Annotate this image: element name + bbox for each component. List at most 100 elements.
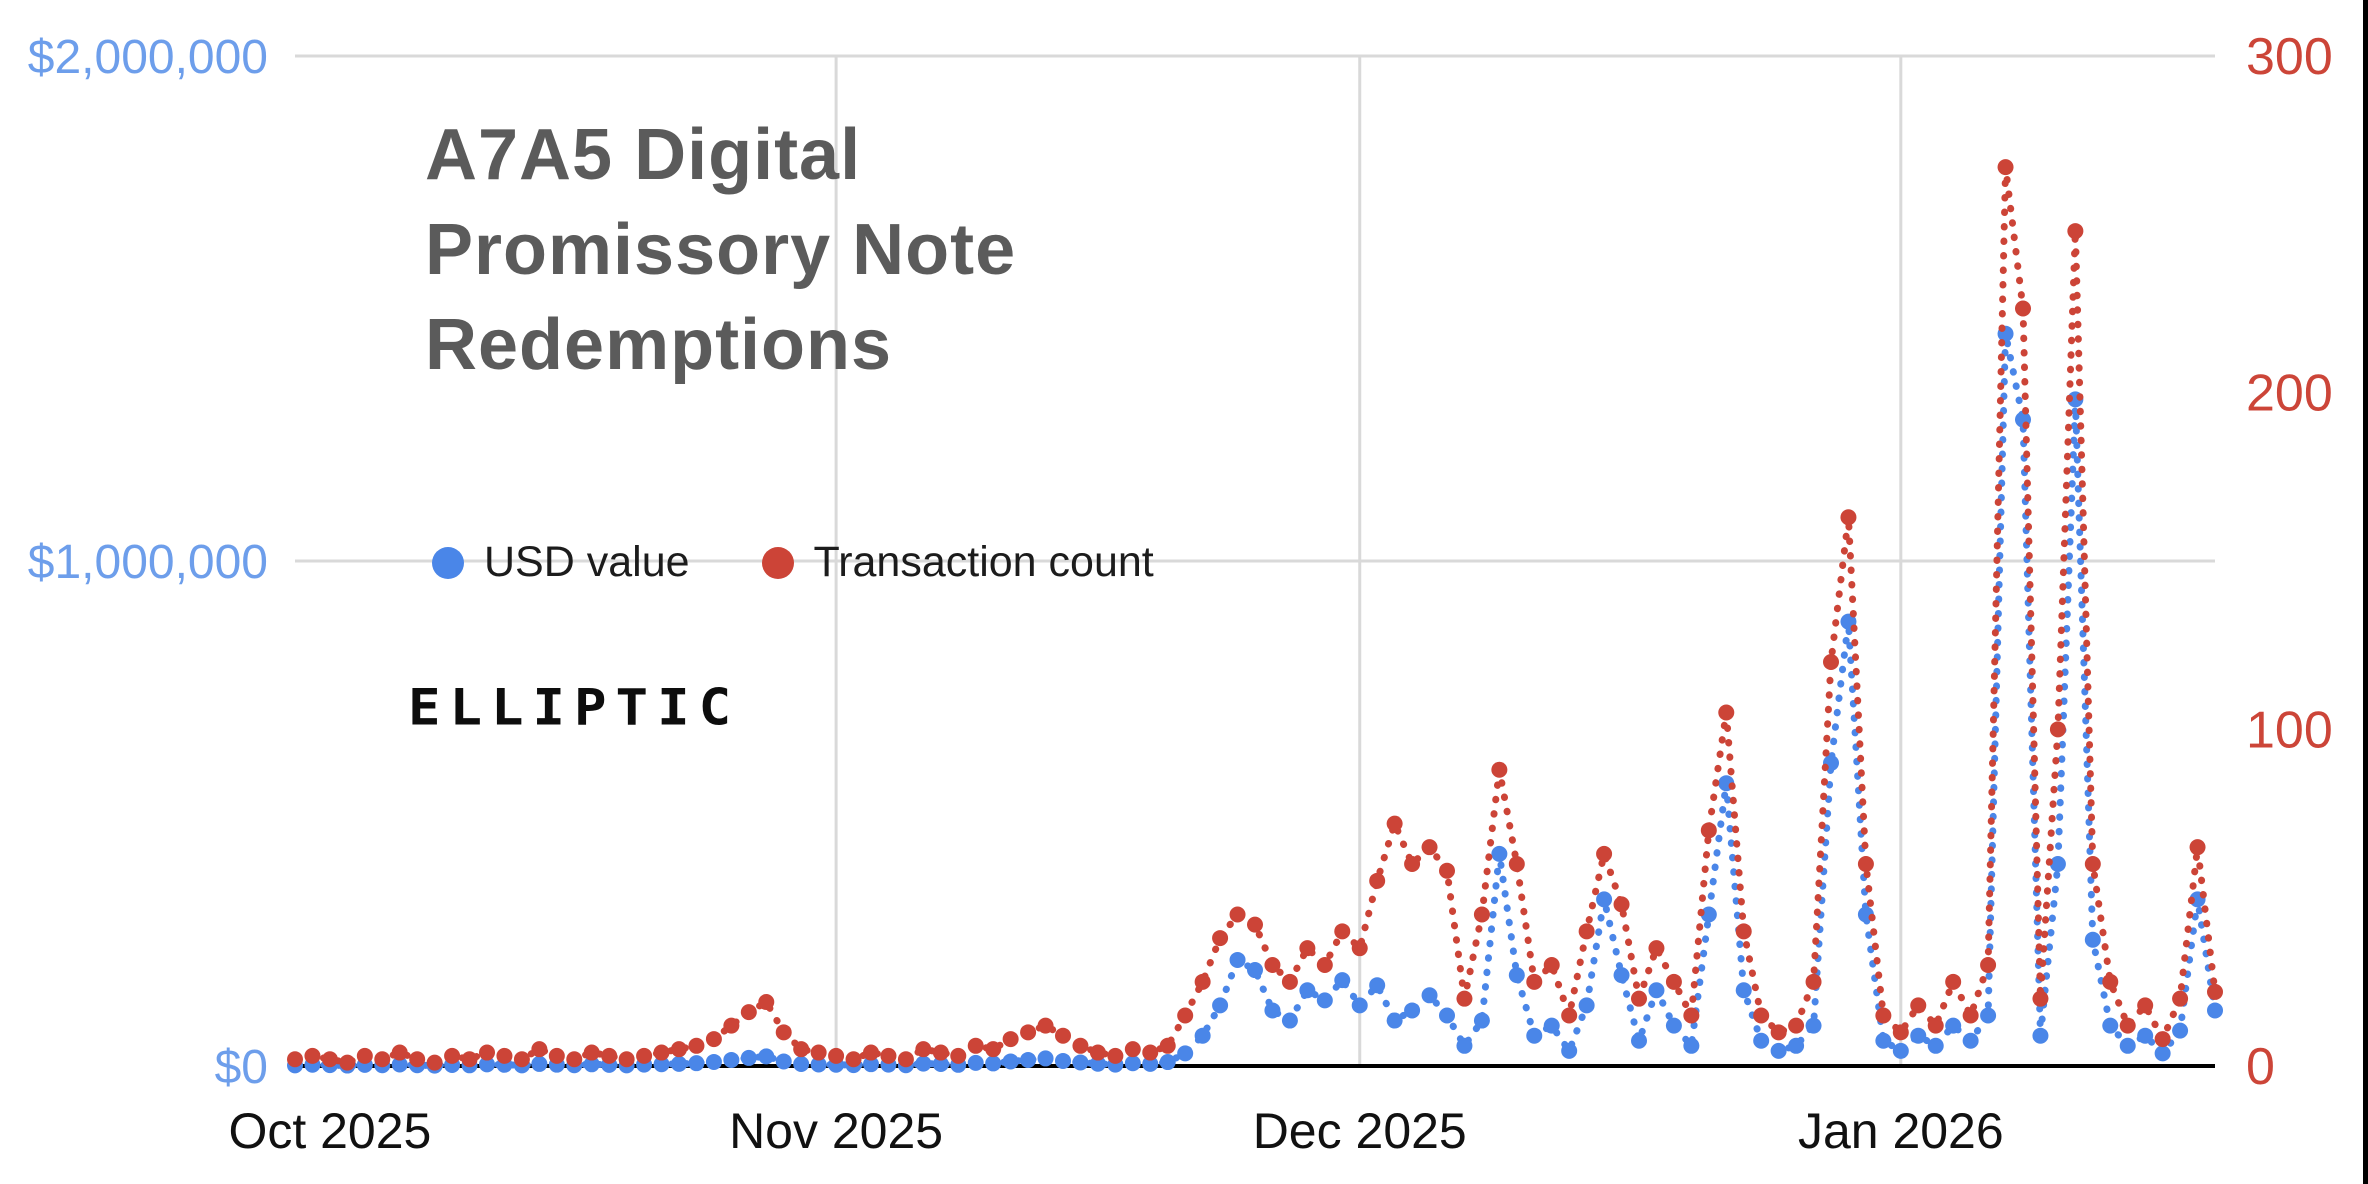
usd-value-point — [740, 1049, 757, 1066]
transaction-count-point — [758, 994, 775, 1011]
transaction-count-point — [374, 1051, 391, 1068]
transaction-count-point — [1491, 761, 1508, 778]
usd-value-point — [1072, 1054, 1089, 1071]
transaction-count-point — [740, 1004, 757, 1021]
transaction-count-point — [1264, 957, 1281, 973]
usd-value-point — [2119, 1037, 2136, 1054]
usd-value-point — [967, 1054, 984, 1071]
usd-value-point — [1334, 972, 1351, 989]
transaction-count-point — [1281, 973, 1298, 990]
transaction-count-point — [880, 1047, 897, 1064]
usd-value-point — [1177, 1045, 1194, 1062]
usd-value-point — [1020, 1051, 1037, 1068]
transaction-count-point — [1299, 940, 1316, 957]
usd-value-point — [1369, 977, 1386, 994]
usd-value-point — [1299, 982, 1316, 999]
transaction-count-point — [1386, 815, 1403, 832]
usd-value-point — [1735, 982, 1752, 999]
transaction-count-point — [1212, 930, 1229, 947]
chart-title: A7A5 Digital Promissory Note Redemptions — [425, 115, 1017, 386]
transaction-count-point — [2102, 973, 2119, 990]
transaction-count-point — [845, 1051, 862, 1068]
usd-value-point — [1875, 1032, 1892, 1049]
right-axis-tick-label: 0 — [2246, 1038, 2275, 1096]
legend-item-usd-value: USD value — [432, 538, 690, 587]
transaction-count-point — [1980, 957, 1997, 973]
usd-value-point — [1439, 1007, 1455, 1024]
transaction-count-point — [1857, 856, 1874, 872]
transaction-count-point — [1526, 973, 1543, 990]
x-axis-tick-label: Oct 2025 — [228, 1103, 431, 1159]
transaction-count-point — [2172, 990, 2189, 1007]
usd-value-point — [985, 1055, 1002, 1072]
transaction-count-point — [1439, 862, 1455, 879]
usd-value-point — [1683, 1037, 1700, 1054]
transaction-count-point — [1089, 1044, 1106, 1061]
transaction-count-point — [1543, 957, 1560, 973]
usd-value-point — [2207, 1002, 2223, 1019]
transaction-count-point — [2032, 990, 2049, 1007]
transaction-count-point — [339, 1054, 356, 1071]
usd-value-point — [1002, 1053, 1019, 1070]
transaction-count-point — [2119, 1017, 2136, 1034]
usd-value-point — [391, 1056, 408, 1073]
usd-value-point — [810, 1056, 827, 1073]
transaction-count-point — [915, 1041, 932, 1058]
transaction-count-point — [1351, 940, 1368, 957]
transaction-count-point — [1735, 923, 1752, 940]
transaction-count-point — [2067, 223, 2084, 240]
usd-value-point — [2084, 931, 2101, 948]
transaction-count-point — [1055, 1027, 1071, 1044]
transaction-count-point — [1648, 940, 1665, 957]
transaction-count-point — [1037, 1017, 1054, 1034]
transaction-count-point — [1316, 957, 1333, 973]
transaction-count-point — [775, 1024, 792, 1041]
transaction-count-point — [583, 1044, 600, 1061]
usd-value-point — [1892, 1042, 1909, 1059]
usd-value-point — [1526, 1027, 1543, 1044]
usd-value-point — [1962, 1032, 1979, 1049]
usd-value-point — [1247, 962, 1263, 979]
transaction-count-point — [688, 1037, 705, 1054]
transaction-count-point — [705, 1031, 722, 1048]
usd-value-point — [2049, 856, 2066, 872]
transaction-count-point — [1142, 1044, 1159, 1061]
usd-value-point — [723, 1051, 740, 1068]
transaction-count-point — [2015, 300, 2031, 317]
transaction-count-point — [1892, 1024, 1909, 1041]
transaction-count-point — [2084, 856, 2101, 872]
usd-value-point — [863, 1056, 879, 1073]
transaction-count-point — [985, 1041, 1002, 1058]
transaction-count-point — [2189, 839, 2206, 856]
transaction-count-point — [810, 1044, 827, 1061]
usd-value-point — [1770, 1042, 1787, 1059]
transaction-count-point — [531, 1041, 548, 1058]
usd-value-point — [2172, 1022, 2189, 1039]
transaction-count-point — [1840, 509, 1857, 526]
usd-value-point — [775, 1053, 792, 1070]
usd-value-point — [1805, 1017, 1822, 1034]
usd-value-point — [2102, 1017, 2119, 1034]
usd-value-point — [1229, 951, 1246, 968]
transaction-count-point — [1665, 973, 1682, 990]
usd-value-point — [1665, 1017, 1682, 1034]
transaction-count-point — [1997, 159, 2014, 176]
usd-value-point — [1404, 1002, 1421, 1019]
transaction-count-point — [1927, 1017, 1944, 1034]
transaction-count-point — [409, 1051, 426, 1068]
transaction-count-point — [1334, 923, 1351, 940]
transaction-count-point — [1107, 1047, 1124, 1064]
transaction-count-point — [828, 1047, 845, 1064]
transaction-count-point — [967, 1037, 984, 1054]
transaction-count-point — [2137, 997, 2154, 1014]
usd-value-point — [2137, 1027, 2154, 1044]
transaction-count-point — [897, 1051, 914, 1068]
transaction-count-point — [1124, 1041, 1141, 1058]
transaction-count-point — [1369, 872, 1386, 889]
x-axis-tick-label: Nov 2025 — [729, 1103, 943, 1159]
elliptic-logo: ELLIPTIC — [408, 678, 741, 737]
transaction-count-point — [1823, 654, 1839, 670]
transaction-count-point — [461, 1051, 478, 1068]
transaction-count-point — [496, 1047, 513, 1064]
transaction-count-point — [1805, 973, 1822, 990]
